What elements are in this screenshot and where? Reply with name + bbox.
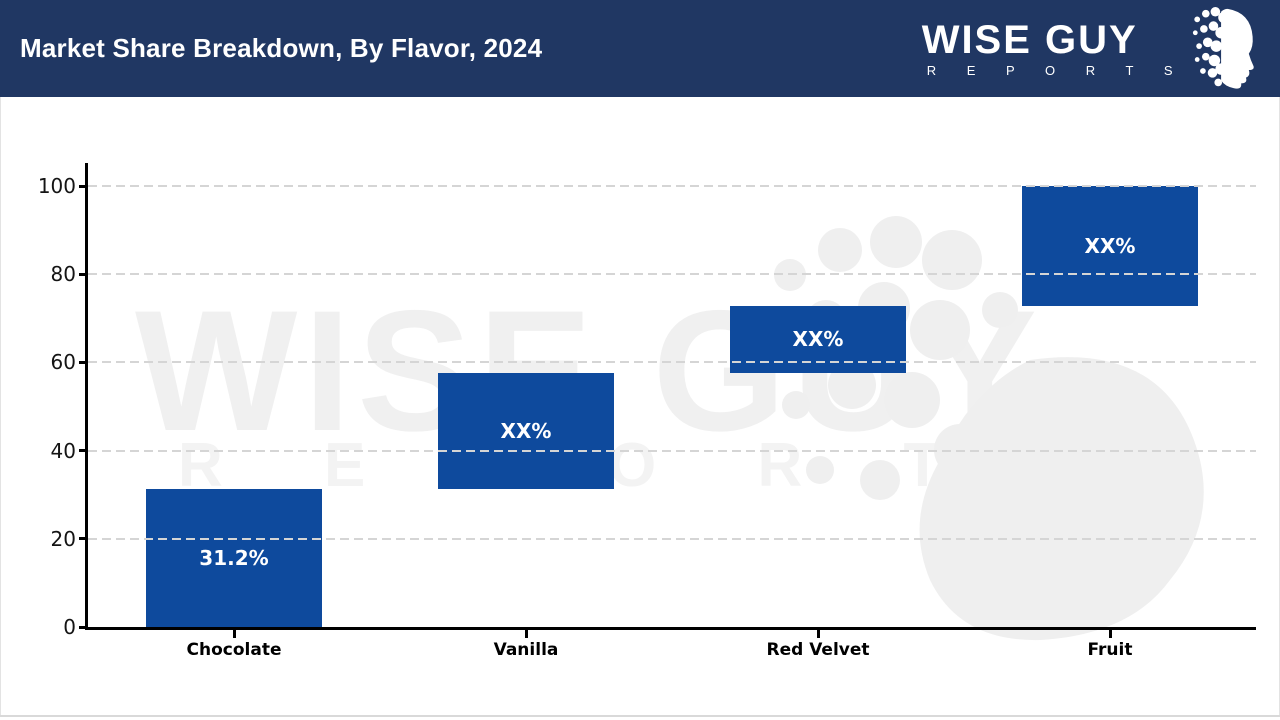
bottom-border	[0, 715, 1280, 717]
wise-guy-face-icon	[1192, 6, 1254, 89]
y-tick-label-60: 60	[50, 350, 76, 375]
y-axis-line	[85, 163, 88, 630]
x-tickmark-0	[232, 630, 236, 638]
bar-vanilla: XX%	[438, 372, 614, 490]
page-title: Market Share Breakdown, By Flavor, 2024	[20, 33, 543, 63]
y-tickmark-100	[79, 184, 88, 188]
gridline-20	[88, 537, 1256, 540]
y-tick-label-20: 20	[50, 526, 76, 551]
y-tickmark-20	[79, 537, 88, 541]
bar-chocolate: 31.2%	[146, 489, 322, 627]
bar-value-label: XX%	[1084, 233, 1136, 258]
bar-value-label: 31.2%	[199, 546, 269, 571]
y-tick-label-100: 100	[37, 174, 76, 198]
y-tick-label-40: 40	[50, 438, 76, 463]
x-axis-line	[85, 627, 1256, 630]
header: Market Share Breakdown, By Flavor, 2024 …	[0, 0, 1280, 97]
bar-value-label: XX%	[792, 327, 844, 352]
y-tick-label-80: 80	[50, 262, 76, 287]
x-category-label-chocolate: Chocolate	[186, 640, 282, 660]
gridline-60	[88, 361, 1256, 364]
x-category-label-red-velvet: Red Velvet	[766, 640, 870, 660]
x-tickmark-3	[1108, 630, 1112, 638]
y-tickmark-40	[79, 449, 88, 453]
x-tickmark-1	[524, 630, 528, 638]
logo-text: WISE GUY R E P O R T S	[922, 20, 1186, 77]
y-tickmark-60	[79, 360, 88, 364]
y-tick-label-0: 0	[63, 615, 76, 639]
logo-secondary-text: R E P O R T S	[926, 63, 1186, 78]
x-category-label-fruit: Fruit	[1087, 640, 1133, 660]
x-tickmark-2	[816, 630, 820, 638]
x-category-label-vanilla: Vanilla	[493, 640, 559, 660]
gridline-100	[88, 185, 1256, 187]
gridline-40	[88, 449, 1256, 452]
bar-value-label: XX%	[500, 419, 552, 444]
gridline-80	[88, 273, 1256, 276]
wise-guy-logo: WISE GUY R E P O R T S	[922, 6, 1266, 92]
y-tickmark-80	[79, 272, 88, 276]
logo-primary-text: WISE GUY	[921, 18, 1138, 62]
left-border	[0, 97, 1, 717]
y-tickmark-0	[79, 625, 88, 629]
bar-fruit: XX%	[1022, 186, 1198, 306]
